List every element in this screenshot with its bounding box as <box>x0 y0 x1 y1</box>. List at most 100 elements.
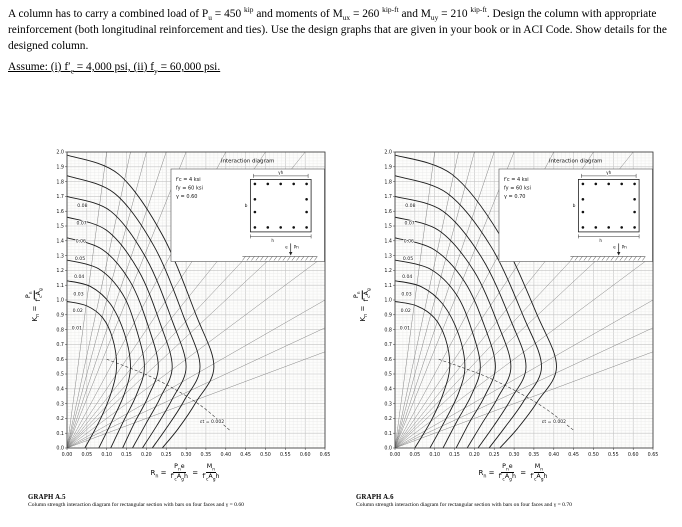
graph-a5-figure: Kn = Pn f′cAg 0.01 0.02 0.03 0.04 0.05 0.06 0.0… <box>25 146 330 508</box>
svg-text:1.6: 1.6 <box>384 209 392 215</box>
svg-text:Interaction diagram: Interaction diagram <box>221 159 274 165</box>
graph-a6-plot-row: Kn = Pn f′cAg 0.01 0.02 0.03 0.04 0.05 0.06 0.0… <box>353 146 658 462</box>
svg-text:1.7: 1.7 <box>56 194 64 200</box>
svg-text:0.40: 0.40 <box>220 452 231 458</box>
svg-text:1.8: 1.8 <box>384 179 392 185</box>
svg-text:h: h <box>599 238 602 243</box>
svg-text:0.10: 0.10 <box>429 452 440 458</box>
svg-text:e: e <box>613 244 616 249</box>
svg-text:0.45: 0.45 <box>240 452 251 458</box>
svg-text:0.10: 0.10 <box>101 452 112 458</box>
svg-text:1.0: 1.0 <box>56 298 64 304</box>
interaction-diagram-a5: 0.01 0.02 0.03 0.04 0.05 0.06 0.07 0.08 εt = 0.0… <box>56 150 330 458</box>
svg-text:0.20: 0.20 <box>469 452 480 458</box>
svg-text:f′c = 4 ksi: f′c = 4 ksi <box>176 177 201 183</box>
svg-text:0.05: 0.05 <box>75 256 85 262</box>
svg-text:0.7: 0.7 <box>56 342 64 348</box>
y-axis-label-a6: Kn = Pn f′cAg <box>353 146 373 462</box>
svg-text:0.5: 0.5 <box>384 372 392 378</box>
svg-text:1.4: 1.4 <box>56 239 64 245</box>
y-axis-lead: Kn = <box>31 303 42 322</box>
svg-text:1.7: 1.7 <box>384 194 392 200</box>
svg-text:0.35: 0.35 <box>201 452 212 458</box>
x-axis-lead: Rn = <box>150 468 169 480</box>
svg-text:0.60: 0.60 <box>628 452 639 458</box>
y-axis-fraction: Pn f′cAg <box>353 288 373 302</box>
x-axis-fraction-1: Pne f′cAgh <box>170 463 188 483</box>
svg-text:0.40: 0.40 <box>548 452 559 458</box>
y-axis-label-text: Kn = Pn f′cAg <box>25 286 45 322</box>
svg-text:0.0: 0.0 <box>384 446 392 452</box>
graph-a6-figure: Kn = Pn f′cAg 0.01 0.02 0.03 0.04 0.05 0.06 0.0… <box>353 146 658 508</box>
svg-text:0.65: 0.65 <box>320 452 330 458</box>
svg-text:0.30: 0.30 <box>509 452 520 458</box>
svg-text:0.5: 0.5 <box>56 372 64 378</box>
svg-text:0.07: 0.07 <box>77 221 87 227</box>
svg-text:γh: γh <box>278 170 283 175</box>
x-axis-equals: = <box>189 468 201 477</box>
svg-text:1.1: 1.1 <box>56 283 64 289</box>
svg-text:Pn: Pn <box>294 244 299 249</box>
figure-caption-a5: GRAPH A.5 Column strength interaction di… <box>28 494 328 508</box>
x-axis-fraction-2: Mn f′cAgh <box>530 463 548 483</box>
svg-text:0.50: 0.50 <box>260 452 271 458</box>
svg-text:1.5: 1.5 <box>384 224 392 230</box>
svg-text:0.04: 0.04 <box>402 274 412 280</box>
svg-text:0.01: 0.01 <box>400 326 410 332</box>
svg-text:0.20: 0.20 <box>141 452 152 458</box>
svg-text:b: b <box>245 203 248 209</box>
svg-text:1.6: 1.6 <box>56 209 64 215</box>
svg-text:0.55: 0.55 <box>608 452 619 458</box>
svg-text:0.06: 0.06 <box>404 238 414 244</box>
y-axis-lead: Kn = <box>359 303 370 322</box>
svg-text:1.3: 1.3 <box>384 253 392 259</box>
svg-text:0.1: 0.1 <box>56 431 64 437</box>
svg-text:fy = 60 ksi: fy = 60 ksi <box>176 186 203 192</box>
svg-text:1.1: 1.1 <box>384 283 392 289</box>
charts-row: Kn = Pn f′cAg 0.01 0.02 0.03 0.04 0.05 0.06 0.0… <box>25 146 658 508</box>
x-axis-lead: Rn = <box>478 468 497 480</box>
svg-text:0.9: 0.9 <box>384 313 392 319</box>
svg-text:2.0: 2.0 <box>384 150 392 156</box>
svg-text:1.8: 1.8 <box>56 179 64 185</box>
svg-text:0.01: 0.01 <box>72 326 82 332</box>
svg-text:0.9: 0.9 <box>56 313 64 319</box>
interaction-diagram-a6: 0.01 0.02 0.03 0.04 0.05 0.06 0.07 0.08 εt = 0.0… <box>384 150 658 458</box>
svg-text:0.03: 0.03 <box>401 292 411 298</box>
svg-text:γh: γh <box>606 170 611 175</box>
svg-text:0.3: 0.3 <box>384 401 392 407</box>
svg-text:Pn: Pn <box>622 244 627 249</box>
svg-text:1.5: 1.5 <box>56 224 64 230</box>
svg-text:0.4: 0.4 <box>384 387 392 393</box>
svg-text:1.3: 1.3 <box>56 253 64 259</box>
svg-text:0.05: 0.05 <box>81 452 92 458</box>
svg-text:0.15: 0.15 <box>121 452 132 458</box>
svg-text:0.35: 0.35 <box>529 452 540 458</box>
svg-text:0.08: 0.08 <box>77 203 87 209</box>
svg-text:1.9: 1.9 <box>56 165 64 171</box>
svg-text:1.2: 1.2 <box>56 268 64 274</box>
svg-text:h: h <box>271 238 274 243</box>
svg-text:0.65: 0.65 <box>648 452 658 458</box>
svg-text:0.05: 0.05 <box>409 452 420 458</box>
svg-text:2.0: 2.0 <box>56 150 64 156</box>
svg-text:γ = 0.60: γ = 0.60 <box>176 194 197 200</box>
x-axis-fraction-2: Mn f′cAgh <box>202 463 220 483</box>
svg-text:b: b <box>573 203 576 209</box>
svg-text:0.2: 0.2 <box>56 416 64 422</box>
svg-text:0.06: 0.06 <box>76 238 86 244</box>
svg-text:f′c = 4 ksi: f′c = 4 ksi <box>504 177 529 183</box>
svg-text:0.1: 0.1 <box>384 431 392 437</box>
svg-text:0.30: 0.30 <box>181 452 192 458</box>
svg-text:0.60: 0.60 <box>300 452 311 458</box>
svg-text:0.6: 0.6 <box>384 357 392 363</box>
svg-text:1.9: 1.9 <box>384 165 392 171</box>
svg-text:0.00: 0.00 <box>62 452 73 458</box>
svg-text:e: e <box>285 244 288 249</box>
svg-text:0.02: 0.02 <box>401 308 411 314</box>
svg-text:0.25: 0.25 <box>489 452 500 458</box>
y-axis-label-a5: Kn = Pn f′cAg <box>25 146 45 462</box>
caption-text: Column strength interaction diagram for … <box>356 501 572 508</box>
svg-text:0.25: 0.25 <box>161 452 172 458</box>
